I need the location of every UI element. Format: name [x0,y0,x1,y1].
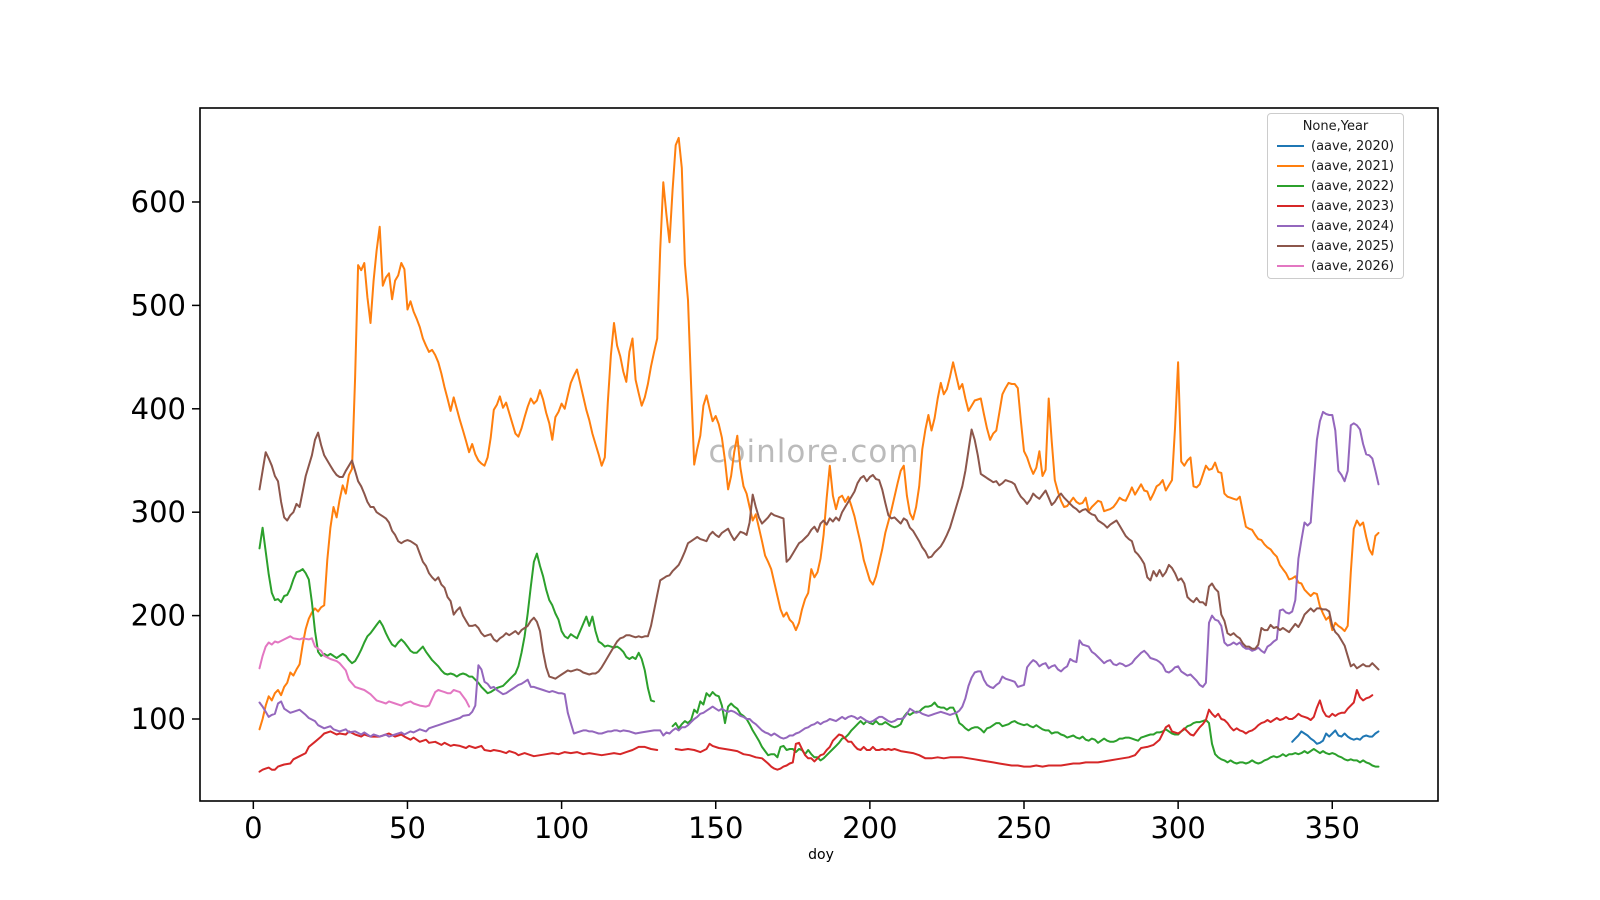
legend-item-label: (aave, 2020) [1311,138,1395,154]
legend-item-label: (aave, 2022) [1311,178,1395,194]
legend-item-label: (aave, 2024) [1311,218,1395,234]
y-tick-label: 600 [131,185,186,219]
series-line-aave-2020 [1291,729,1380,745]
x-tick-label: 250 [996,811,1051,845]
series-line-aave-2024 [258,410,1380,740]
x-tick-label: 100 [534,811,589,845]
legend-line-swatch [1277,225,1304,227]
series-line-aave-2025 [258,428,1380,680]
series-line-aave-2022 [671,691,1380,768]
legend-line-swatch [1277,245,1304,247]
x-tick-label: 150 [688,811,743,845]
y-tick-label: 500 [131,288,186,322]
x-tick-label: 200 [842,811,897,845]
legend-item: (aave, 2026) [1268,256,1403,276]
y-tick-label: 100 [131,702,186,736]
series-line-aave-2023 [258,730,659,773]
legend-item-label: (aave, 2025) [1311,238,1395,254]
legend-line-swatch [1277,205,1304,207]
watermark-text: coinlore.com [708,434,919,470]
legend: None,Year (aave, 2020) (aave, 2021) (aave,… [1267,113,1404,279]
series-line-aave-2026 [258,635,471,708]
legend-item: (aave, 2021) [1268,156,1403,176]
series-line-aave-2021 [258,136,1380,731]
y-tick-label: 300 [131,495,186,529]
legend-item-label: (aave, 2021) [1311,158,1395,174]
legend-item: (aave, 2020) [1268,136,1403,156]
x-tick-label: 0 [244,811,262,845]
y-tick-label: 200 [131,599,186,633]
plot-border [199,107,1439,802]
legend-line-swatch [1277,265,1304,267]
legend-line-swatch [1277,185,1304,187]
axis-ticks: 0 50 100 150 200 250 300 350 100 200 300 400 500 600 [131,185,1360,845]
series-line-aave-2022 [258,526,656,703]
legend-item-label: (aave, 2023) [1311,198,1395,214]
legend-line-swatch [1277,145,1304,147]
legend-item: (aave, 2025) [1268,236,1403,256]
x-tick-label: 50 [389,811,426,845]
series-lines [258,136,1380,773]
legend-item: (aave, 2024) [1268,216,1403,236]
series-line-aave-2023 [674,689,1374,771]
x-tick-label: 300 [1150,811,1205,845]
legend-title: None,Year [1302,119,1369,134]
legend-line-swatch [1277,165,1304,167]
y-tick-label: 400 [131,392,186,426]
legend-items: (aave, 2020) (aave, 2021) (aave, 2022) (aav… [1268,136,1403,276]
legend-item-label: (aave, 2026) [1311,258,1395,274]
legend-item: (aave, 2023) [1268,196,1403,216]
x-axis-label: doy [808,847,834,863]
legend-item: (aave, 2022) [1268,176,1403,196]
x-tick-label: 350 [1305,811,1360,845]
